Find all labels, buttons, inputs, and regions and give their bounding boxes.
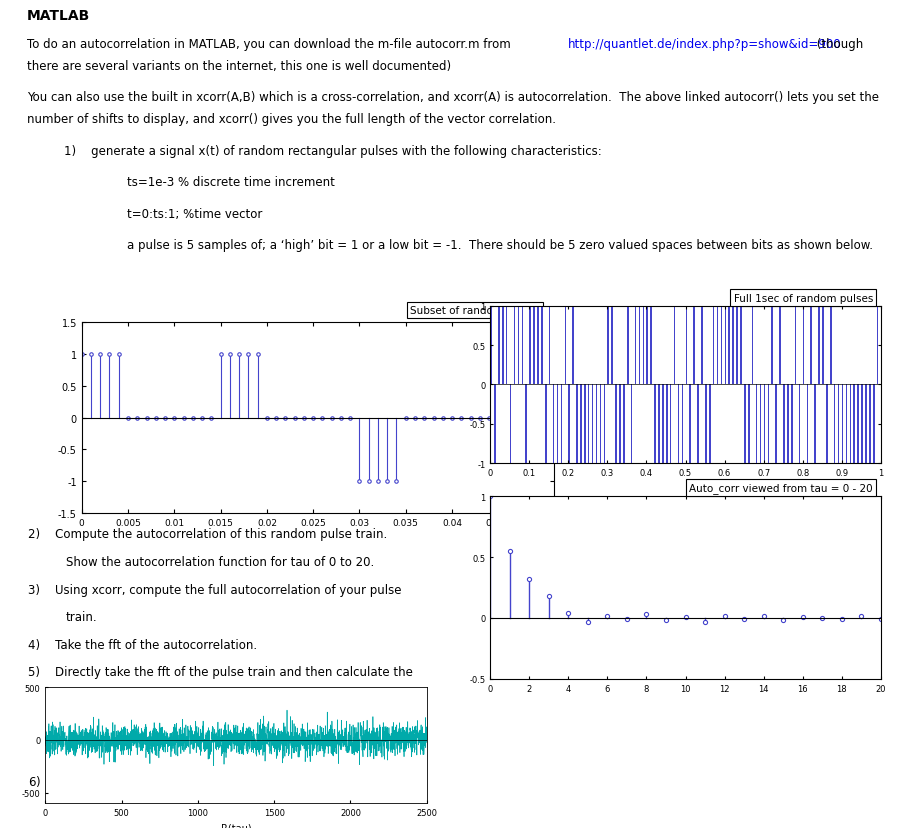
Text: 4)    Take the fft of the autocorrelation.: 4) Take the fft of the autocorrelation. <box>28 638 258 651</box>
Text: t=0:ts:1; %time vector: t=0:ts:1; %time vector <box>127 208 262 220</box>
Text: 6)    Verify that $R_x(\tau) \Leftrightarrow S_x(f)$: 6) Verify that $R_x(\tau) \Leftrightarro… <box>28 773 192 790</box>
Text: $S_x(f) = \lim_{T\to\infty}\frac{1}{T}(X(f) \cdot X^*(f))$: $S_x(f) = \lim_{T\to\infty}\frac{1}{T}(X… <box>94 727 232 753</box>
Text: a pulse is 5 samples of; a ‘high’ bit = 1 or a low bit = -1.  There should be 5 : a pulse is 5 samples of; a ‘high’ bit = … <box>127 239 873 252</box>
Text: number of shifts to display, and xcorr() gives you the full length of the vector: number of shifts to display, and xcorr()… <box>27 113 557 126</box>
Text: 3)    Using xcorr, compute the full autocorrelation of your pulse: 3) Using xcorr, compute the full autocor… <box>28 583 402 596</box>
Text: You can also use the built in xcorr(A,B) which is a cross-correlation, and xcorr: You can also use the built in xcorr(A,B)… <box>27 91 879 104</box>
Text: train.: train. <box>66 610 98 623</box>
Text: ts=1e-3 % discrete time increment: ts=1e-3 % discrete time increment <box>127 176 335 189</box>
X-axis label: R(tau): R(tau) <box>221 822 252 828</box>
Text: Subset of random pulses: Subset of random pulses <box>410 306 539 315</box>
Text: To do an autocorrelation in MATLAB, you can download the m-file autocorr.m from: To do an autocorrelation in MATLAB, you … <box>27 38 515 51</box>
Text: there are several variants on the internet, this one is well documented): there are several variants on the intern… <box>27 60 451 73</box>
Text: MATLAB: MATLAB <box>27 9 91 23</box>
Text: power spectral density of the signal from: power spectral density of the signal fro… <box>66 693 310 706</box>
Text: (though: (though <box>813 38 863 51</box>
Text: 1)    generate a signal x(t) of random rectangular pulses with the following cha: 1) generate a signal x(t) of random rect… <box>64 145 601 157</box>
Text: Full 1sec of random pulses: Full 1sec of random pulses <box>734 293 873 303</box>
Text: http://quantlet.de/index.php?p=show&id=900: http://quantlet.de/index.php?p=show&id=9… <box>568 38 841 51</box>
Text: Show the autocorrelation function for tau of 0 to 20.: Show the autocorrelation function for ta… <box>66 556 374 568</box>
Text: Auto_corr viewed from tau = 0 - 20: Auto_corr viewed from tau = 0 - 20 <box>689 482 873 493</box>
Text: 2)    Compute the autocorrelation of this random pulse train.: 2) Compute the autocorrelation of this r… <box>28 527 388 541</box>
Text: 5)    Directly take the fft of the pulse train and then calculate the: 5) Directly take the fft of the pulse tr… <box>28 666 413 679</box>
